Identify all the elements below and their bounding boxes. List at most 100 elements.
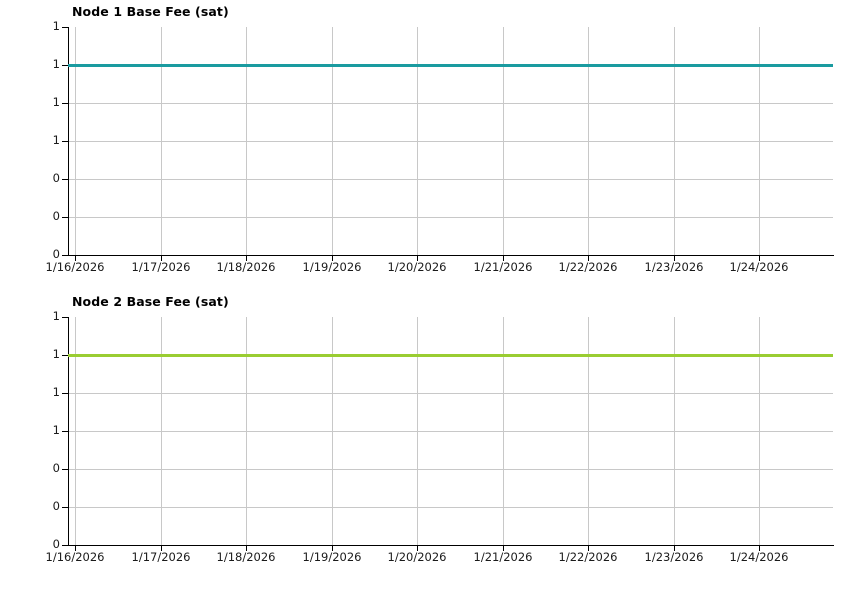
chart-panel-node-1: Node 1 Base Fee (sat) 1 1 1 1 0 0 0 1/16/2026 1…: [0, 0, 860, 290]
x-axis-tick: [246, 255, 247, 261]
x-axis-tick-label: 1/19/2026: [302, 260, 362, 274]
x-axis-tick-label: 1/21/2026: [473, 550, 533, 564]
y-axis-tick-label: 0: [52, 171, 60, 185]
x-axis-tick-label: 1/23/2026: [644, 550, 704, 564]
x-axis-tick: [759, 545, 760, 551]
x-axis-tick: [674, 255, 675, 261]
vertical-gridline: [161, 27, 162, 255]
vertical-gridline: [75, 317, 76, 545]
x-axis-tick-label: 1/24/2026: [729, 550, 789, 564]
y-axis-tick-label: 1: [52, 95, 60, 109]
vertical-gridline: [75, 27, 76, 255]
y-axis-tick: [62, 431, 68, 432]
x-axis-tick-label: 1/22/2026: [558, 260, 618, 274]
x-axis-tick-label: 1/16/2026: [45, 260, 105, 274]
vertical-gridline: [417, 317, 418, 545]
y-axis-tick-label: 1: [52, 19, 60, 33]
y-axis-tick: [62, 103, 68, 104]
x-axis-tick: [75, 255, 76, 261]
vertical-gridline: [674, 27, 675, 255]
x-axis-tick: [161, 255, 162, 261]
x-axis-tick: [332, 255, 333, 261]
vertical-gridline: [588, 317, 589, 545]
x-axis-tick-label: 1/17/2026: [131, 260, 191, 274]
x-axis-tick: [332, 545, 333, 551]
y-axis-tick-label: 0: [52, 461, 60, 475]
y-axis-tick: [62, 317, 68, 318]
y-axis-tick: [62, 141, 68, 142]
vertical-gridline: [503, 27, 504, 255]
y-axis-tick-label: 1: [52, 347, 60, 361]
x-axis-tick: [674, 545, 675, 551]
horizontal-gridline: [68, 141, 833, 142]
vertical-gridline: [588, 27, 589, 255]
series-line: [68, 64, 833, 67]
horizontal-gridline: [68, 469, 833, 470]
y-axis-tick: [62, 507, 68, 508]
x-axis-tick: [759, 255, 760, 261]
y-axis-tick-label: 1: [52, 133, 60, 147]
x-axis-tick-label: 1/16/2026: [45, 550, 105, 564]
vertical-gridline: [161, 317, 162, 545]
y-axis-tick: [62, 179, 68, 180]
x-axis-tick-label: 1/23/2026: [644, 260, 704, 274]
x-axis-line: [68, 545, 834, 546]
y-axis-tick-label: 1: [52, 57, 60, 71]
vertical-gridline: [759, 27, 760, 255]
x-axis-tick-label: 1/22/2026: [558, 550, 618, 564]
vertical-gridline: [674, 317, 675, 545]
y-axis-tick-label: 0: [52, 209, 60, 223]
y-axis-tick: [62, 255, 68, 256]
x-axis-tick: [417, 255, 418, 261]
y-axis-line: [68, 317, 69, 546]
plot-area: [68, 27, 833, 255]
y-axis-line: [68, 27, 69, 256]
horizontal-gridline: [68, 393, 833, 394]
x-axis-tick: [503, 545, 504, 551]
y-axis-tick-label: 1: [52, 423, 60, 437]
chart-title: Node 2 Base Fee (sat): [72, 294, 229, 309]
horizontal-gridline: [68, 431, 833, 432]
x-axis-tick: [588, 255, 589, 261]
x-axis-tick-label: 1/21/2026: [473, 260, 533, 274]
y-axis-tick-label: 1: [52, 309, 60, 323]
x-axis-tick-label: 1/18/2026: [216, 550, 276, 564]
vertical-gridline: [246, 27, 247, 255]
y-axis-tick: [62, 393, 68, 394]
y-axis-tick: [62, 545, 68, 546]
x-axis-tick-label: 1/24/2026: [729, 260, 789, 274]
y-axis-tick: [62, 355, 68, 356]
vertical-gridline: [503, 317, 504, 545]
y-axis-tick: [62, 27, 68, 28]
y-axis-tick-label: 1: [52, 385, 60, 399]
vertical-gridline: [246, 317, 247, 545]
horizontal-gridline: [68, 217, 833, 218]
vertical-gridline: [332, 27, 333, 255]
y-axis-tick-label: 0: [52, 537, 60, 551]
vertical-gridline: [332, 317, 333, 545]
horizontal-gridline: [68, 103, 833, 104]
x-axis-tick-label: 1/19/2026: [302, 550, 362, 564]
vertical-gridline: [417, 27, 418, 255]
x-axis-tick: [246, 545, 247, 551]
y-axis-tick-label: 0: [52, 247, 60, 261]
x-axis-tick-label: 1/17/2026: [131, 550, 191, 564]
x-axis-tick: [75, 545, 76, 551]
vertical-gridline: [759, 317, 760, 545]
x-axis-tick-label: 1/20/2026: [387, 550, 447, 564]
series-line: [68, 354, 833, 357]
x-axis-tick-label: 1/18/2026: [216, 260, 276, 274]
chart-panel-node-2: Node 2 Base Fee (sat) 1 1 1 1 0 0 0 1/16/2026 1…: [0, 290, 860, 580]
plot-area: [68, 317, 833, 545]
x-axis-tick: [503, 255, 504, 261]
horizontal-gridline: [68, 507, 833, 508]
x-axis-tick-label: 1/20/2026: [387, 260, 447, 274]
y-axis-tick: [62, 65, 68, 66]
x-axis-tick: [161, 545, 162, 551]
x-axis-tick: [588, 545, 589, 551]
chart-title: Node 1 Base Fee (sat): [72, 4, 229, 19]
y-axis-tick-label: 0: [52, 499, 60, 513]
horizontal-gridline: [68, 179, 833, 180]
y-axis-tick: [62, 217, 68, 218]
